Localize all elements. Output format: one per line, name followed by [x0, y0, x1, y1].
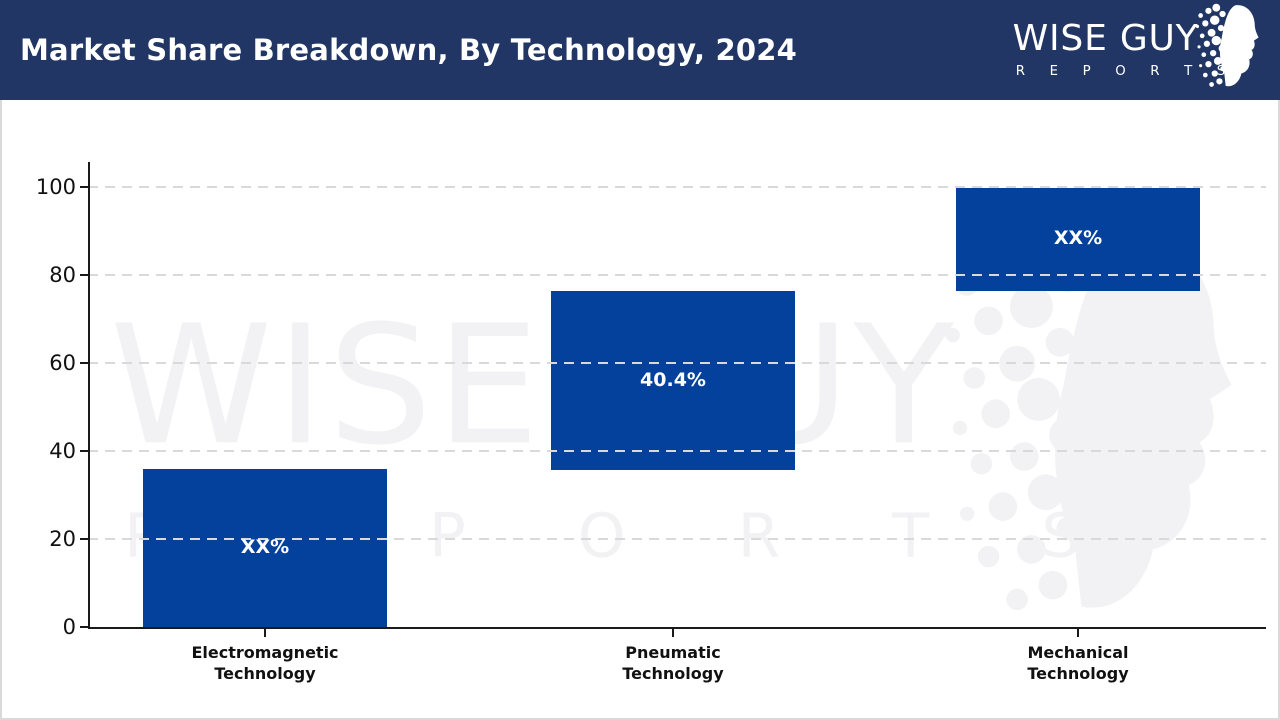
y-tick-mark [80, 185, 88, 188]
x-tick-mark [1077, 629, 1079, 637]
x-axis-line [88, 627, 1266, 629]
header-bar: Market Share Breakdown, By Technology, 2… [0, 0, 1280, 100]
y-tick-mark [80, 537, 88, 540]
chart-area: WISE GUY R E P O R T S 0 20 40 60 80 100 XX% El… [0, 100, 1280, 720]
gridline-20 [88, 537, 1266, 540]
watermark-logo: WISE GUY R E P O R T S [110, 231, 1232, 611]
y-tick-label: 20 [49, 526, 76, 551]
logo-wordmark: WISE GUY [1013, 18, 1199, 59]
x-tick-mark [264, 629, 266, 637]
y-tick-label: 40 [49, 438, 76, 463]
y-tick-label: 100 [35, 174, 76, 199]
y-tick-mark [80, 361, 88, 364]
x-tick-mark [672, 629, 674, 637]
x-tick-label: Pneumatic Technology [622, 643, 724, 683]
bar-value-label: XX% [1053, 227, 1103, 250]
y-tick-mark [80, 273, 88, 276]
logo-subtext: R E P O R T S [1016, 64, 1236, 79]
gridline-60 [88, 361, 1266, 364]
gridline-80 [88, 273, 1266, 276]
x-tick-label: Electromagnetic Technology [191, 643, 339, 683]
x-tick-label: Mechanical Technology [1027, 643, 1129, 683]
y-tick-label: 80 [49, 262, 76, 287]
y-tick-mark [80, 449, 88, 452]
gridline-100 [88, 185, 1266, 188]
watermark-wordmark: WISE GUY [110, 290, 958, 481]
gridline-40 [88, 449, 1266, 452]
y-tick-mark [80, 626, 88, 628]
y-axis-line [88, 162, 90, 629]
wiseguy-logo: WISE GUY R E P O R T S [1013, 3, 1259, 87]
bar-1 [143, 469, 387, 627]
bar-value-label: XX% [240, 536, 290, 559]
bar-2 [551, 291, 795, 470]
page-title: Market Share Breakdown, By Technology, 2… [20, 33, 798, 67]
y-tick-label: 60 [49, 350, 76, 375]
y-tick-label: 0 [62, 615, 76, 639]
bar-value-label: 40.4% [640, 368, 706, 391]
